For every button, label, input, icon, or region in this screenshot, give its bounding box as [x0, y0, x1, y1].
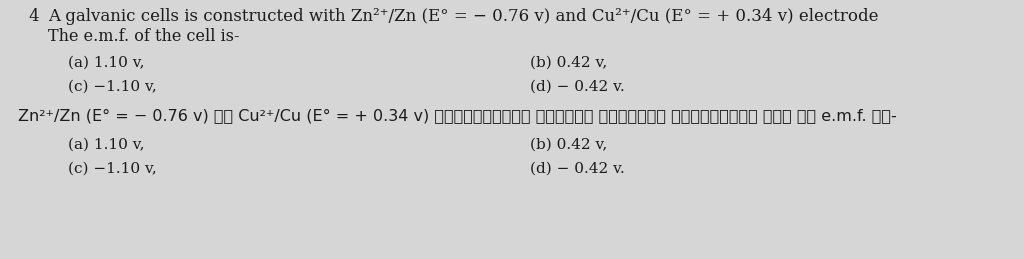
Text: (c) −1.10 v,: (c) −1.10 v,: [68, 80, 157, 94]
Text: (b) 0.42 v,: (b) 0.42 v,: [530, 138, 607, 152]
Text: (d) − 0.42 v.: (d) − 0.42 v.: [530, 80, 625, 94]
Text: The e.m.f. of the cell is-: The e.m.f. of the cell is-: [48, 28, 240, 45]
Text: Zn²⁺/Zn (E° = − 0.76 v) और Cu²⁺/Cu (E° = + 0.34 v) इलेक्ट्रोड द्वारा निर्मित गैल: Zn²⁺/Zn (E° = − 0.76 v) और Cu²⁺/Cu (E° =…: [18, 108, 897, 123]
Text: (b) 0.42 v,: (b) 0.42 v,: [530, 56, 607, 70]
Text: A galvanic cells is constructed with Zn²⁺/Zn (E° = − 0.76 v) and Cu²⁺/Cu (E° = +: A galvanic cells is constructed with Zn²…: [48, 8, 879, 25]
Text: 4: 4: [28, 8, 39, 25]
Text: (a) 1.10 v,: (a) 1.10 v,: [68, 56, 144, 70]
Text: (a) 1.10 v,: (a) 1.10 v,: [68, 138, 144, 152]
Text: (d) − 0.42 v.: (d) − 0.42 v.: [530, 162, 625, 176]
Text: (c) −1.10 v,: (c) −1.10 v,: [68, 162, 157, 176]
